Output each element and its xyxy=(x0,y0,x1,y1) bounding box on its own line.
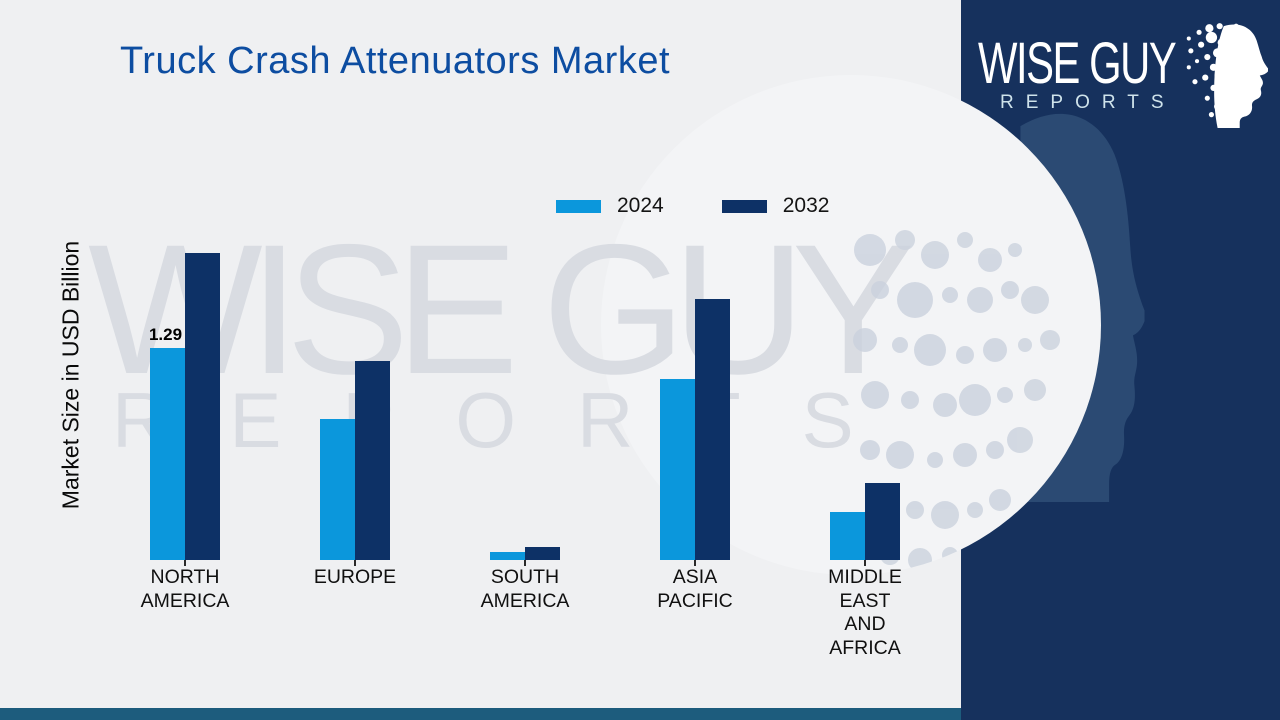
legend-label-2032: 2032 xyxy=(782,194,830,217)
category-label-south-america: SOUTH AMERICA xyxy=(480,566,570,612)
x-axis-tick xyxy=(354,560,356,566)
x-axis-tick xyxy=(184,560,186,566)
bar-2032-north-america xyxy=(185,253,220,560)
legend-swatch-2032 xyxy=(721,199,767,213)
brain-dots-watermark xyxy=(853,230,1060,572)
x-axis-tick xyxy=(864,560,866,566)
legend-item-2032: 2032 xyxy=(721,194,830,218)
bar-2032-asia-pacific xyxy=(695,299,730,560)
bar-2032-europe xyxy=(355,361,390,560)
x-axis-tick xyxy=(524,560,526,566)
brand-logo-reports: REPORTS xyxy=(1000,92,1176,113)
legend-label-2024: 2024 xyxy=(617,194,664,217)
legend-item-2024: 2024 xyxy=(556,194,664,218)
bar-2024-north-america xyxy=(150,348,185,560)
category-label-north-america: NORTH AMERICA xyxy=(140,566,230,612)
bar-2024-south-america xyxy=(490,552,525,560)
legend-swatch-2024 xyxy=(556,199,601,213)
page-title: Truck Crash Attenuators Market xyxy=(120,40,671,82)
x-axis-tick xyxy=(694,560,696,566)
bar-2024-asia-pacific xyxy=(660,379,695,560)
bar-value-label: 1.29 xyxy=(148,325,183,345)
bar-2032-south-america xyxy=(525,547,560,560)
chart-legend: 2024 2032 xyxy=(556,194,829,218)
bar-2024-europe xyxy=(320,419,355,560)
watermark-brand-text: WISE GUY xyxy=(88,207,912,413)
brand-logo: WISE GUY REPORTS xyxy=(978,31,1252,114)
footer-strip xyxy=(0,708,961,720)
category-label-middle-east-and-africa: MIDDLE EAST AND AFRICA xyxy=(828,566,902,659)
brand-logo-head-icon xyxy=(1186,23,1268,128)
category-label-europe: EUROPE xyxy=(313,566,397,588)
bar-2032-middle-east-and-africa xyxy=(865,483,900,560)
brand-logo-name: WISE GUY xyxy=(978,31,1177,96)
category-label-asia-pacific: ASIA PACIFIC xyxy=(657,566,733,612)
watermark-reports-text: REPORTS xyxy=(112,376,915,464)
bar-2024-middle-east-and-africa xyxy=(830,512,865,560)
